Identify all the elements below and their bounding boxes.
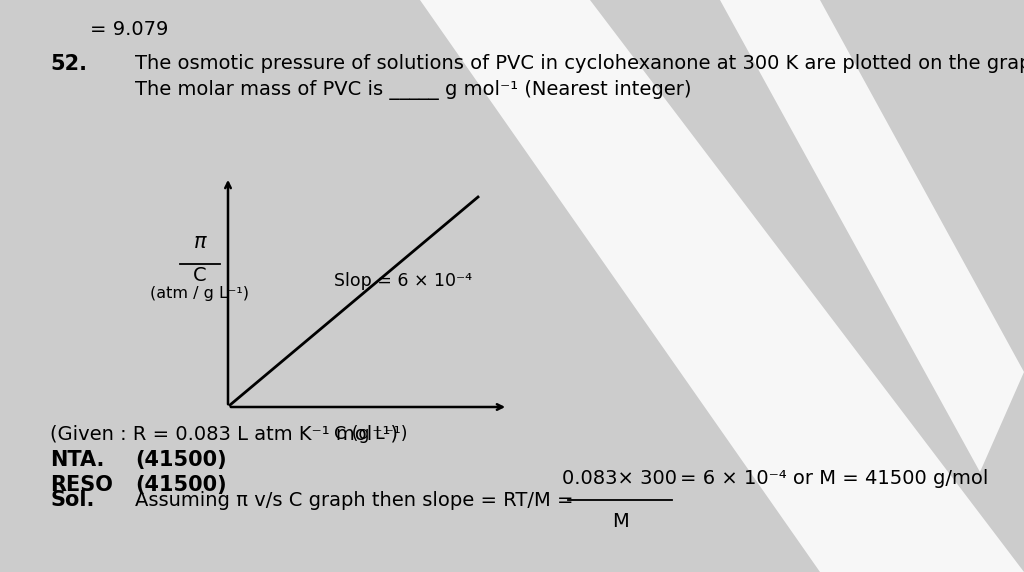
Text: C (g L⁻¹): C (g L⁻¹)	[335, 425, 408, 443]
Text: C: C	[194, 267, 207, 285]
Text: 52.: 52.	[50, 54, 87, 74]
Polygon shape	[720, 0, 1024, 472]
Text: NTA.: NTA.	[50, 450, 104, 470]
Text: = 6 × 10⁻⁴ or M = 41500 g/mol: = 6 × 10⁻⁴ or M = 41500 g/mol	[680, 469, 988, 488]
Text: The molar mass of PVC is _____ g mol⁻¹ (Nearest integer): The molar mass of PVC is _____ g mol⁻¹ (…	[135, 80, 691, 100]
Polygon shape	[420, 0, 1024, 572]
Text: M: M	[611, 512, 629, 531]
Text: Sol.: Sol.	[50, 490, 94, 510]
Text: $\pi$: $\pi$	[193, 232, 208, 252]
Text: 0.083× 300: 0.083× 300	[562, 469, 678, 488]
Text: (Given : R = 0.083 L atm K⁻¹ mol⁻¹): (Given : R = 0.083 L atm K⁻¹ mol⁻¹)	[50, 424, 398, 443]
Text: Assuming π v/s C graph then slope = RT/M =: Assuming π v/s C graph then slope = RT/M…	[135, 491, 580, 510]
Text: (41500): (41500)	[135, 475, 226, 495]
Text: = 9.079: = 9.079	[90, 20, 168, 39]
Text: Slop = 6 × 10⁻⁴: Slop = 6 × 10⁻⁴	[335, 272, 472, 289]
Text: RESO: RESO	[50, 475, 113, 495]
Text: (41500): (41500)	[135, 450, 226, 470]
Text: (atm / g L⁻¹): (atm / g L⁻¹)	[151, 287, 250, 301]
Text: The osmotic pressure of solutions of PVC in cyclohexanone at 300 K are plotted o: The osmotic pressure of solutions of PVC…	[135, 54, 1024, 73]
